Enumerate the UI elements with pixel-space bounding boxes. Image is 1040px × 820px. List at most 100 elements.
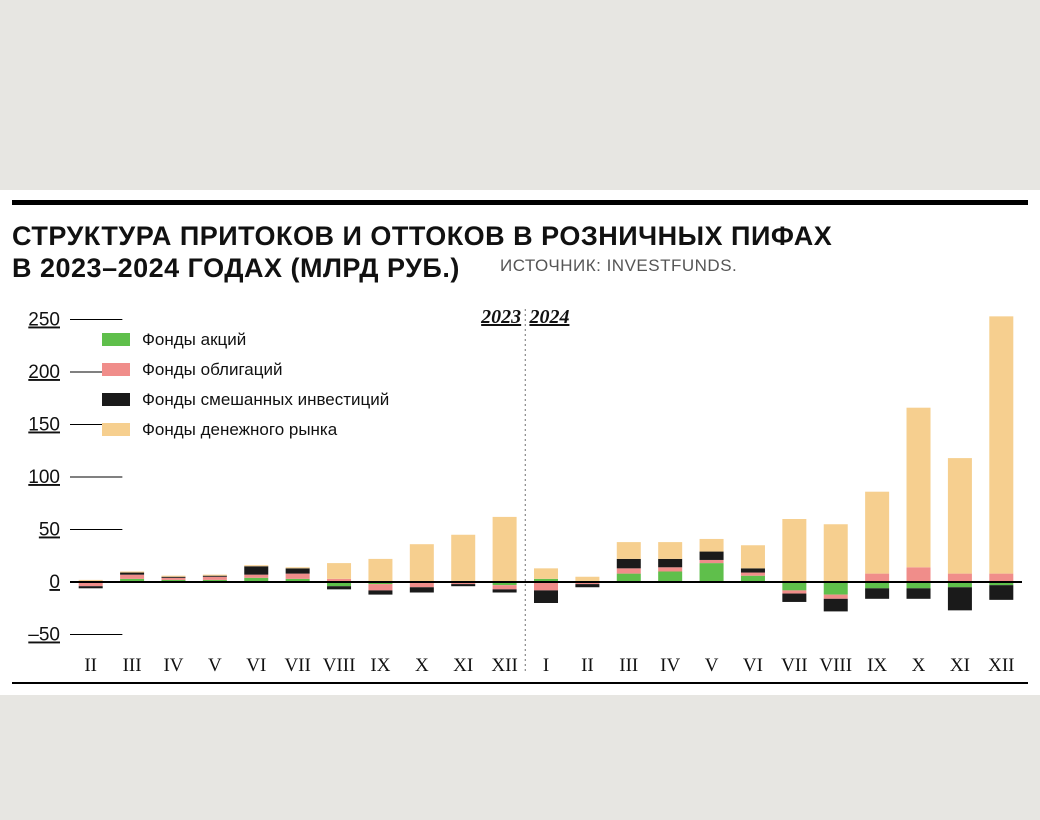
bar-mixed (907, 588, 931, 599)
legend-label: Фонды смешанных инвестиций (142, 390, 389, 409)
bar-bonds (286, 574, 310, 579)
x-tick-label: IV (163, 655, 183, 676)
x-tick-label: VI (743, 655, 763, 676)
x-tick-label: X (415, 655, 429, 676)
x-tick-label: XI (453, 655, 473, 676)
bar-mixed (575, 584, 599, 587)
bar-bonds (244, 575, 268, 578)
bar-money (948, 458, 972, 573)
bar-money (161, 576, 185, 577)
bar-bonds (907, 567, 931, 582)
x-tick-label: X (912, 655, 926, 676)
x-tick-label: VI (246, 655, 266, 676)
x-tick-label: V (208, 655, 222, 676)
bar-mixed (451, 584, 475, 586)
bar-money (658, 542, 682, 559)
bar-bonds (948, 574, 972, 582)
bar-bonds (120, 575, 144, 579)
bar-money (327, 563, 351, 579)
bar-money (782, 519, 806, 582)
x-tick-label: II (84, 655, 97, 676)
bar-mixed (79, 586, 103, 588)
bar-mixed (700, 552, 724, 560)
x-tick-label: VII (781, 655, 807, 676)
legend-swatch (102, 363, 130, 376)
bar-money (824, 524, 848, 582)
bar-stocks (782, 582, 806, 590)
bar-mixed (658, 559, 682, 567)
bar-bonds (989, 574, 1013, 582)
chart-source: ИСТОЧНИК: INVESTFUNDS. (500, 256, 737, 276)
bar-bonds (865, 574, 889, 582)
bar-money (368, 559, 392, 582)
bar-bonds (824, 595, 848, 599)
bar-bonds (741, 573, 765, 576)
y-tick-label: 50 (39, 520, 60, 541)
x-tick-label: V (705, 655, 719, 676)
y-tick-label: 0 (49, 572, 60, 593)
bar-mixed (244, 566, 268, 574)
chart-panel: СТРУКТУРА ПРИТОКОВ И ОТТОКОВ В РОЗНИЧНЫХ… (0, 190, 1040, 695)
bar-money (244, 565, 268, 566)
bar-bonds (617, 568, 641, 573)
bar-mixed (327, 586, 351, 589)
x-tick-label: XII (491, 655, 517, 676)
bar-mixed (824, 599, 848, 612)
x-tick-label: I (543, 655, 549, 676)
bar-mixed (161, 577, 185, 578)
bar-money (865, 492, 889, 574)
x-tick-label: XI (950, 655, 970, 676)
y-tick-label: –50 (28, 625, 60, 646)
bar-mixed (741, 568, 765, 572)
bar-money (617, 542, 641, 559)
bar-money (410, 544, 434, 582)
bar-mixed (286, 568, 310, 573)
bar-mixed (203, 576, 227, 577)
bar-money (120, 572, 144, 573)
x-tick-label: IX (867, 655, 887, 676)
x-tick-label: VIII (323, 655, 356, 676)
bar-money (286, 567, 310, 568)
x-tick-label: II (581, 655, 594, 676)
y-tick-label: 250 (28, 310, 60, 331)
legend-swatch (102, 423, 130, 436)
bar-mixed (782, 594, 806, 602)
x-tick-label: III (123, 655, 142, 676)
bar-stocks (658, 572, 682, 583)
bar-bonds (410, 583, 434, 587)
bar-bonds (534, 582, 558, 590)
year-label: 2023 (480, 306, 521, 328)
bar-money (79, 580, 103, 581)
x-tick-label: XII (988, 655, 1014, 676)
x-tick-label: IX (370, 655, 390, 676)
bar-mixed (493, 589, 517, 592)
bar-bonds (493, 585, 517, 589)
bar-mixed (534, 590, 558, 603)
x-tick-label: IV (660, 655, 680, 676)
year-label: 2024 (528, 306, 569, 328)
bar-mixed (865, 588, 889, 599)
bar-bonds (700, 560, 724, 563)
bar-bonds (782, 590, 806, 593)
bar-money (575, 577, 599, 581)
bar-bonds (658, 567, 682, 571)
legend-swatch (102, 393, 130, 406)
bar-bonds (203, 577, 227, 580)
y-tick-label: 150 (28, 415, 60, 436)
y-tick-label: 200 (28, 362, 60, 383)
bar-money (907, 408, 931, 568)
bar-bonds (368, 584, 392, 590)
x-tick-label: VII (284, 655, 310, 676)
legend-label: Фонды денежного рынка (142, 420, 338, 439)
bar-stocks (617, 574, 641, 582)
bar-mixed (368, 590, 392, 594)
x-tick-label: III (619, 655, 638, 676)
legend-label: Фонды облигаций (142, 360, 282, 379)
chart-area: –5005010015020025020232024IIIIIIVVVIVIIV… (12, 305, 1028, 685)
bar-bonds (161, 578, 185, 580)
y-tick-label: 100 (28, 467, 60, 488)
bar-stocks (700, 563, 724, 582)
bar-money (451, 535, 475, 581)
bar-money (203, 575, 227, 576)
bar-money (493, 517, 517, 582)
